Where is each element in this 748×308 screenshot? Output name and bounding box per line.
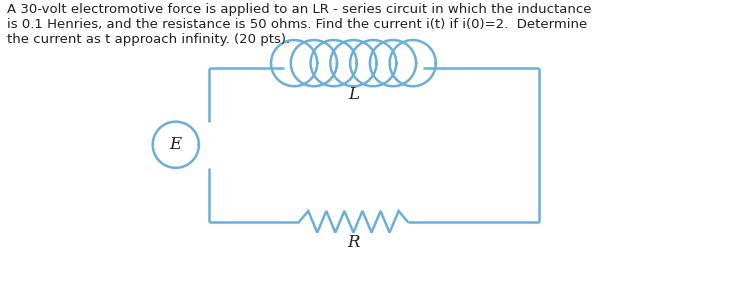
Text: R: R [347, 234, 360, 251]
Text: E: E [170, 136, 182, 153]
Text: A 30-volt electromotive force is applied to an LR - series circuit in which the : A 30-volt electromotive force is applied… [7, 3, 592, 46]
Text: L: L [348, 86, 359, 103]
